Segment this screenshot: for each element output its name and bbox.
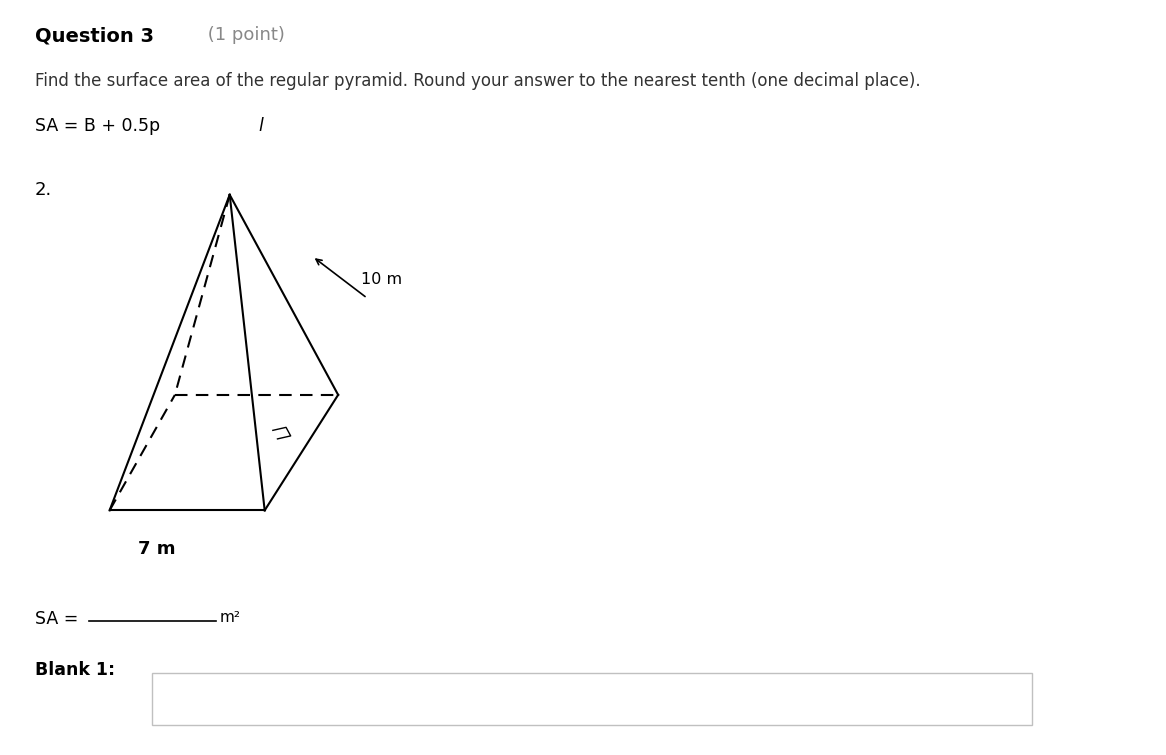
Text: Find the surface area of the regular pyramid. Round your answer to the nearest t: Find the surface area of the regular pyr…: [35, 72, 921, 90]
Text: 10 m: 10 m: [361, 272, 402, 287]
Text: 7 m: 7 m: [138, 540, 175, 558]
Text: (1 point): (1 point): [202, 26, 285, 45]
Text: Blank 1:: Blank 1:: [35, 661, 115, 679]
Text: SA =: SA =: [35, 610, 84, 628]
Text: Question 3: Question 3: [35, 26, 154, 45]
FancyBboxPatch shape: [152, 673, 1032, 725]
Text: 2.: 2.: [35, 181, 52, 199]
Text: m²: m²: [219, 610, 240, 625]
Text: SA = B + 0.5p: SA = B + 0.5p: [35, 117, 160, 135]
Text: l: l: [259, 117, 264, 135]
